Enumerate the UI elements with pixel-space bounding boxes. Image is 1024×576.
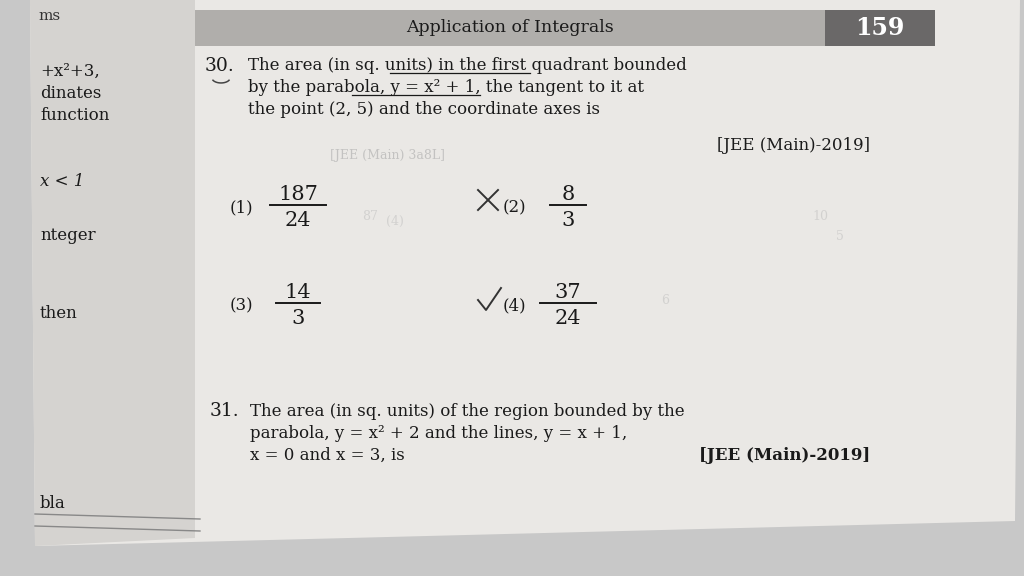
Text: x < 1: x < 1 (40, 172, 84, 190)
Polygon shape (30, 0, 1020, 546)
Text: 24: 24 (285, 210, 311, 229)
Text: function: function (40, 108, 110, 124)
Text: 14: 14 (285, 282, 311, 301)
Bar (825, 10, 935, 46)
Text: nteger: nteger (40, 228, 95, 244)
Text: ms: ms (38, 9, 60, 23)
Text: 24: 24 (555, 309, 582, 328)
Text: the point (2, 5) and the coordinate axes is: the point (2, 5) and the coordinate axes… (248, 101, 600, 119)
Text: The area (in sq. units) in the first quadrant bounded: The area (in sq. units) in the first qua… (248, 58, 687, 74)
Text: (3): (3) (230, 297, 254, 314)
Text: x = 0 and x = 3, is: x = 0 and x = 3, is (250, 446, 404, 464)
Text: 159: 159 (855, 16, 904, 40)
Text: (1): (1) (230, 199, 254, 217)
Text: [JEE (Main)-2019]: [JEE (Main)-2019] (698, 446, 870, 464)
Text: +x²+3,: +x²+3, (40, 63, 99, 79)
Text: 30.: 30. (205, 57, 234, 75)
Text: 10: 10 (812, 210, 828, 222)
Text: 187: 187 (279, 184, 317, 203)
Text: 5: 5 (836, 229, 844, 242)
Text: (4): (4) (386, 214, 403, 228)
Text: 87: 87 (362, 210, 378, 222)
Bar (195, 10, 825, 46)
Text: (2): (2) (503, 199, 526, 217)
Text: (4): (4) (503, 297, 526, 314)
Text: The area (in sq. units) of the region bounded by the: The area (in sq. units) of the region bo… (250, 403, 685, 419)
Text: parabola, y = x² + 2 and the lines, y = x + 1,: parabola, y = x² + 2 and the lines, y = … (250, 425, 628, 441)
Text: 6: 6 (662, 294, 669, 308)
Text: bla: bla (40, 495, 66, 513)
Text: dinates: dinates (40, 85, 101, 103)
Text: 31.: 31. (210, 402, 240, 420)
Text: [JEE (Main) 3a8L]: [JEE (Main) 3a8L] (330, 150, 445, 162)
Text: 37: 37 (555, 282, 582, 301)
Text: by the parabola, y = x² + 1, the tangent to it at: by the parabola, y = x² + 1, the tangent… (248, 79, 644, 97)
Text: Application of Integrals: Application of Integrals (407, 20, 613, 36)
Text: 3: 3 (291, 309, 305, 328)
Text: 8: 8 (561, 184, 574, 203)
Text: 3: 3 (561, 210, 574, 229)
Text: [JEE (Main)-2019]: [JEE (Main)-2019] (717, 138, 870, 154)
Polygon shape (30, 0, 195, 546)
Text: then: then (40, 305, 78, 323)
